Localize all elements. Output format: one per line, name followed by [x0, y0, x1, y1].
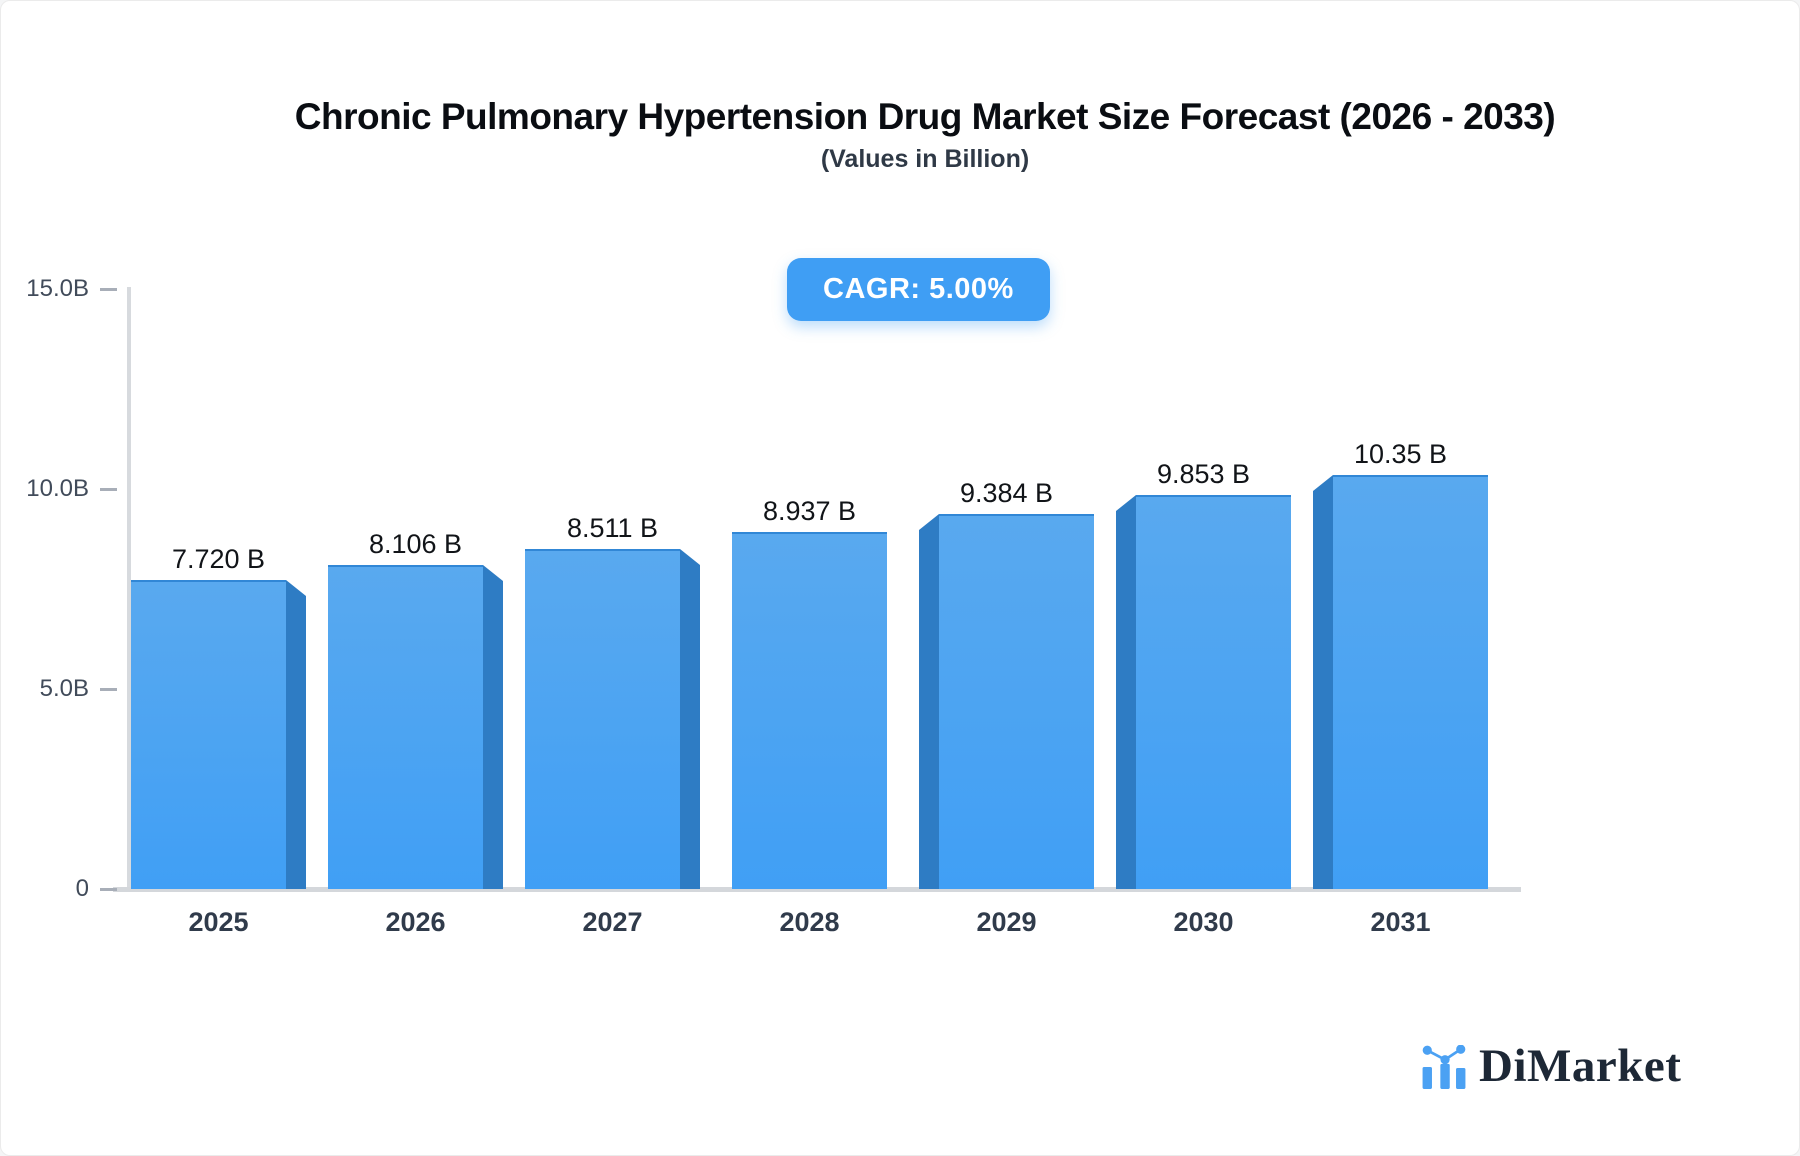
bar-face	[732, 532, 887, 889]
bar-2026	[328, 565, 503, 889]
bar-3d-side	[1116, 495, 1136, 889]
x-category-label: 2027	[582, 907, 643, 937]
chart-subtitle: (Values in Billion)	[820, 145, 1030, 173]
x-category-label: 2025	[188, 907, 249, 937]
x-axis-line	[113, 887, 1521, 892]
bar-2027	[525, 549, 700, 889]
y-tick-dash	[100, 688, 117, 691]
y-tick-label-0: 0	[75, 875, 89, 902]
bar-value-label: 7.720 B	[171, 544, 266, 574]
bar-3d-side	[680, 549, 700, 889]
x-category-label: 2030	[1173, 907, 1234, 937]
brand-name: DiMarket	[1479, 1040, 1682, 1092]
bar-2029	[919, 514, 1094, 889]
cagr-badge: CAGR: 5.00%	[787, 258, 1050, 321]
bar-2025	[131, 580, 306, 889]
bar-face	[1136, 495, 1291, 889]
chart-header: Chronic Pulmonary Hypertension Drug Mark…	[26, 1, 1799, 174]
y-tick-label-5: 5.0B	[39, 675, 89, 702]
y-axis-line	[127, 287, 131, 889]
bar-face	[1333, 475, 1488, 889]
bar-2031	[1313, 475, 1488, 889]
bar-value-label: 9.384 B	[959, 478, 1054, 508]
bar-value-label: 9.853 B	[1156, 459, 1251, 489]
bar-2030	[1116, 495, 1291, 889]
bar-3d-side	[919, 514, 939, 889]
bar-3d-side	[286, 580, 306, 889]
brand-logo: DiMarket	[1421, 1040, 1682, 1092]
bar-value-label: 8.937 B	[762, 496, 857, 526]
y-tick-dash	[100, 888, 117, 891]
bar-value-label: 8.106 B	[368, 529, 463, 559]
x-category-label: 2026	[385, 907, 446, 937]
y-tick-dash	[100, 288, 117, 291]
y-tick-label-15: 15.0B	[26, 275, 89, 302]
y-tick-dash	[100, 488, 117, 491]
x-category-label: 2029	[976, 907, 1037, 937]
bar-face	[131, 580, 286, 889]
bar-face	[939, 514, 1094, 889]
bar-3d-side	[483, 565, 503, 889]
bar-face	[525, 549, 680, 889]
bar-value-label: 10.35 B	[1353, 439, 1448, 469]
bar-2028	[722, 532, 897, 889]
x-category-label: 2028	[779, 907, 840, 937]
bar-3d-side	[1313, 475, 1333, 889]
y-tick-label-10: 10.0B	[26, 475, 89, 502]
mini-bar-line-chart-icon	[1422, 1045, 1466, 1089]
chart-title: Chronic Pulmonary Hypertension Drug Mark…	[294, 96, 1556, 137]
x-category-label: 2031	[1370, 907, 1431, 937]
bar-value-label: 8.511 B	[566, 513, 659, 543]
bar-face	[328, 565, 483, 889]
